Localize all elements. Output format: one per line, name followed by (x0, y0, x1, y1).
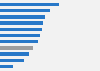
Bar (0, 40, 38, 43)
Bar (0, 46, 33, 50)
Bar (0, 9, 50, 12)
Bar (0, 52, 29, 56)
Bar (0, 15, 45, 19)
Bar (0, 59, 24, 62)
Bar (0, 3, 58, 6)
Bar (0, 34, 40, 37)
Bar (0, 65, 12, 68)
Bar (0, 21, 43, 25)
Bar (0, 28, 42, 31)
